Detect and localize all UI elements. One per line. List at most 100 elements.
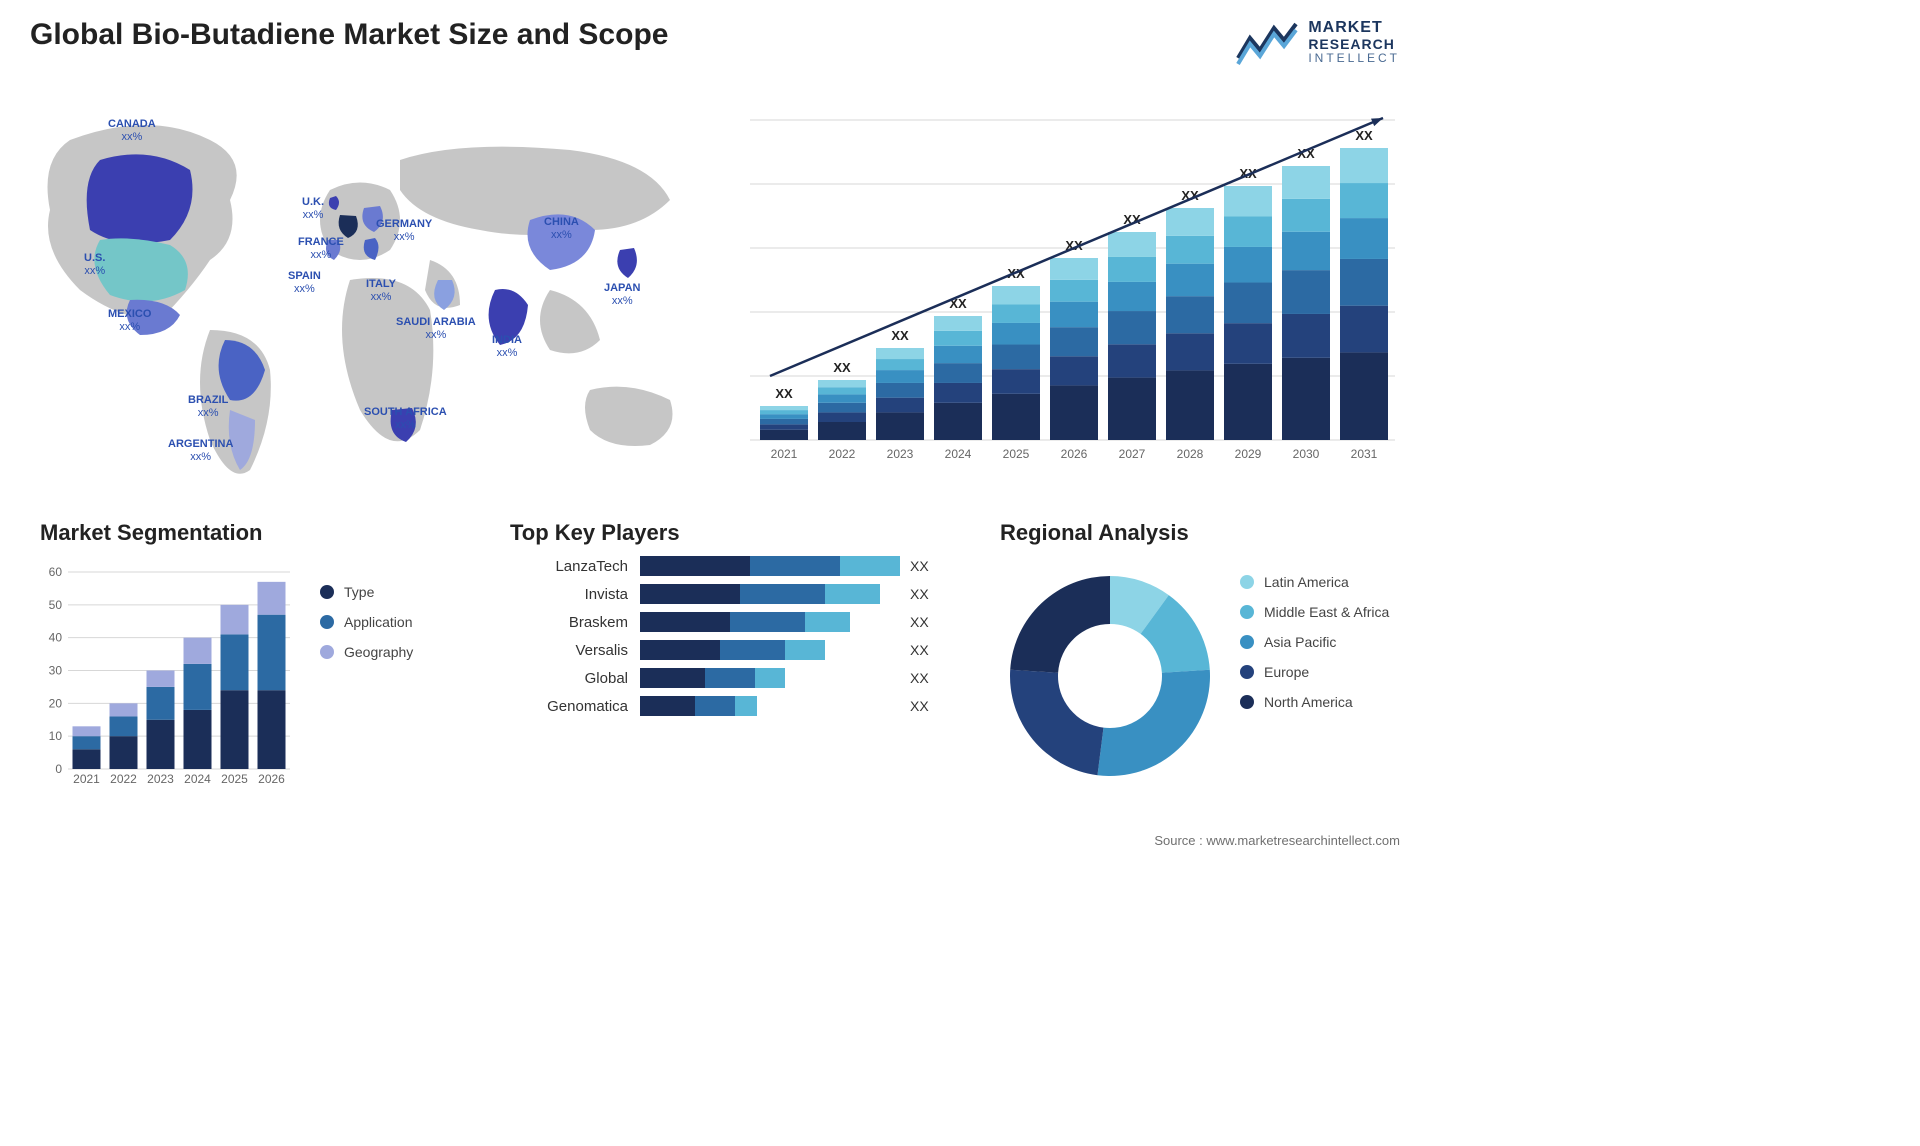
country-label: U.K.xx%: [302, 196, 324, 222]
country-label: ARGENTINAxx%: [168, 438, 233, 464]
key-player-row: InvistaXX: [510, 584, 980, 604]
svg-text:2022: 2022: [110, 772, 137, 786]
brand-logo-mark: [1236, 18, 1298, 66]
key-player-name: Braskem: [510, 614, 640, 631]
key-player-bar-segment: [640, 612, 730, 632]
key-player-bar-segment: [640, 640, 720, 660]
legend-dot-icon: [320, 615, 334, 629]
svg-text:2021: 2021: [73, 772, 100, 786]
legend-label: Asia Pacific: [1264, 634, 1336, 650]
key-player-bar: [640, 696, 900, 716]
country-label: U.S.xx%: [84, 252, 105, 278]
segmentation-title: Market Segmentation: [40, 520, 470, 546]
key-player-bar-segment: [720, 640, 785, 660]
key-player-row: Genomatica XX: [510, 696, 980, 716]
svg-text:2022: 2022: [829, 447, 856, 461]
legend-label: Middle East & Africa: [1264, 604, 1389, 620]
svg-text:60: 60: [49, 565, 63, 579]
key-players-title: Top Key Players: [510, 520, 980, 546]
svg-text:2025: 2025: [221, 772, 248, 786]
legend-item: Application: [320, 614, 413, 630]
key-player-name: Global: [510, 670, 640, 687]
legend-item: Latin America: [1240, 574, 1389, 590]
svg-text:2024: 2024: [945, 447, 972, 461]
svg-text:30: 30: [49, 664, 63, 678]
key-player-row: Braskem XX: [510, 612, 980, 632]
country-label: SPAINxx%: [288, 270, 321, 296]
key-player-bar-segment: [640, 556, 750, 576]
key-player-bar-segment: [825, 584, 880, 604]
key-player-value: XX: [910, 698, 929, 714]
key-player-name: Versalis: [510, 642, 640, 659]
key-player-bar-segment: [640, 668, 705, 688]
legend-dot-icon: [320, 585, 334, 599]
brand-logo: MARKET RESEARCH INTELLECT: [1236, 18, 1400, 66]
key-player-value: XX: [910, 558, 929, 574]
key-player-value: XX: [910, 670, 929, 686]
key-player-row: Versalis XX: [510, 640, 980, 660]
country-label: CHINAxx%: [544, 216, 579, 242]
world-map: CANADAxx%U.S.xx%MEXICOxx%BRAZILxx%ARGENT…: [30, 90, 710, 490]
svg-text:2026: 2026: [258, 772, 285, 786]
svg-text:XX: XX: [833, 360, 851, 375]
key-player-bar-segment: [640, 696, 695, 716]
country-label: SAUDI ARABIAxx%: [396, 316, 476, 342]
segmentation-section: Market Segmentation 01020304050602021202…: [40, 520, 470, 800]
regional-donut: [1000, 566, 1220, 791]
country-label: INDIAxx%: [492, 334, 522, 360]
svg-text:50: 50: [49, 598, 63, 612]
key-player-name: Invista: [510, 586, 640, 603]
key-player-name: Genomatica: [510, 698, 640, 715]
segmentation-legend: Type Application Geography: [320, 584, 413, 674]
svg-text:40: 40: [49, 631, 63, 645]
legend-item: Europe: [1240, 664, 1389, 680]
key-players-rows: LanzaTechXXInvistaXXBraskemXXVersalisXXG…: [510, 556, 980, 716]
main-forecast-chart-svg: XX2021XX2022XX2023XX2024XX2025XX2026XX20…: [740, 100, 1400, 480]
legend-item: Middle East & Africa: [1240, 604, 1389, 620]
legend-dot-icon: [1240, 605, 1254, 619]
svg-text:2031: 2031: [1351, 447, 1378, 461]
key-player-row: Global XX: [510, 668, 980, 688]
key-player-bar: [640, 584, 900, 604]
svg-text:10: 10: [49, 729, 63, 743]
legend-dot-icon: [1240, 665, 1254, 679]
svg-text:2026: 2026: [1061, 447, 1088, 461]
svg-text:2030: 2030: [1293, 447, 1320, 461]
svg-text:2028: 2028: [1177, 447, 1204, 461]
brand-line3: INTELLECT: [1308, 52, 1400, 65]
key-player-bar-segment: [750, 556, 840, 576]
regional-section: Regional Analysis Latin America Middle Ea…: [1000, 520, 1430, 800]
segmentation-chart: 0102030405060202120222023202420252026: [40, 564, 300, 794]
country-label: MEXICOxx%: [108, 308, 151, 334]
key-player-name: LanzaTech: [510, 558, 640, 575]
key-player-bar: [640, 640, 900, 660]
svg-text:2029: 2029: [1235, 447, 1262, 461]
key-player-value: XX: [910, 614, 929, 630]
legend-dot-icon: [1240, 575, 1254, 589]
legend-dot-icon: [320, 645, 334, 659]
key-player-bar-segment: [695, 696, 735, 716]
key-player-bar-segment: [755, 668, 785, 688]
key-player-value: XX: [910, 642, 929, 658]
legend-label: Latin America: [1264, 574, 1349, 590]
main-forecast-chart: XX2021XX2022XX2023XX2024XX2025XX2026XX20…: [740, 100, 1400, 480]
svg-text:2021: 2021: [771, 447, 798, 461]
key-player-row: LanzaTech XX: [510, 556, 980, 576]
key-player-bar-segment: [785, 640, 825, 660]
segmentation-chart-svg: 0102030405060202120222023202420252026: [40, 564, 300, 794]
legend-label: Geography: [344, 644, 413, 660]
brand-line2: RESEARCH: [1308, 37, 1400, 52]
source-credit: Source : www.marketresearchintellect.com: [1154, 833, 1400, 848]
key-player-bar-segment: [805, 612, 850, 632]
legend-item: Type: [320, 584, 413, 600]
country-label: CANADAxx%: [108, 118, 156, 144]
regional-donut-svg: [1000, 566, 1220, 786]
key-players-section: Top Key Players LanzaTechXXInvistaXXBras…: [510, 520, 980, 800]
regional-title: Regional Analysis: [1000, 520, 1430, 546]
svg-text:0: 0: [55, 762, 62, 776]
country-label: JAPANxx%: [604, 282, 640, 308]
svg-text:XX: XX: [1355, 128, 1373, 143]
key-player-bar-segment: [840, 556, 900, 576]
svg-text:2025: 2025: [1003, 447, 1030, 461]
regional-legend: Latin America Middle East & Africa Asia Pa…: [1240, 574, 1389, 724]
